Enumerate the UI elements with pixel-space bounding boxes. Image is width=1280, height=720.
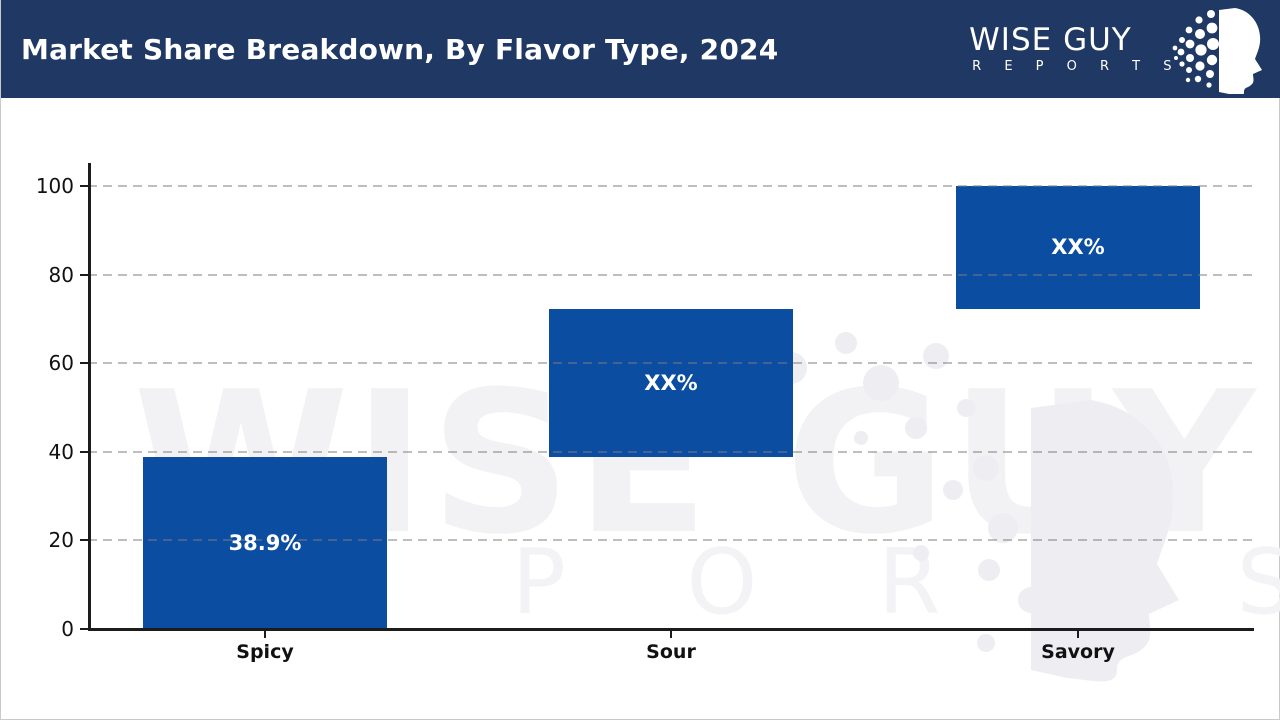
gridline-20 <box>88 539 1254 542</box>
y-tick-label-0: 0 <box>61 617 74 641</box>
y-tick-label-60: 60 <box>48 351 74 376</box>
y-tick-label-100: 100 <box>35 174 74 198</box>
y-tick-label-40: 40 <box>48 439 74 464</box>
logo-wordmark: WISE GUY <box>969 22 1132 59</box>
y-tick-40 <box>80 450 88 453</box>
y-tick-60 <box>80 362 88 365</box>
x-axis-label-sour: Sour <box>646 641 696 663</box>
x-axis-line <box>88 628 1254 631</box>
bar-value-label-sour: XX% <box>644 370 698 395</box>
x-tick-sour <box>670 630 672 638</box>
y-axis-line <box>88 163 91 631</box>
logo-reports-text: R E P O R T S <box>972 58 1181 74</box>
x-axis-label-savory: Savory <box>1041 641 1115 663</box>
header-bar: Market Share Breakdown, By Flavor Type, … <box>1 0 1280 98</box>
gridline-100 <box>88 185 1254 187</box>
x-axis-label-spicy: Spicy <box>236 641 294 663</box>
page-title: Market Share Breakdown, By Flavor Type, … <box>21 32 779 66</box>
y-tick-100 <box>80 185 88 187</box>
bar-value-label-savory: XX% <box>1051 235 1105 260</box>
y-tick-20 <box>80 539 88 542</box>
gridline-40 <box>88 450 1254 453</box>
x-tick-savory <box>1077 630 1079 638</box>
face-profile-icon <box>1172 8 1262 94</box>
gridline-80 <box>88 273 1254 276</box>
bar-sour <box>549 308 793 457</box>
wiseguy-logo: WISE GUY R E P O R T S <box>969 4 1263 94</box>
bar-value-label-spicy: 38.9% <box>228 530 302 555</box>
bar-spicy <box>143 456 387 629</box>
chart-area: WISE GUY R E P O R T S 0 20 40 60 80 100 38.9%… <box>1 98 1280 710</box>
gridline-60 <box>88 362 1254 365</box>
y-tick-80 <box>80 273 88 276</box>
x-tick-spicy <box>264 630 266 638</box>
y-tick-label-20: 20 <box>48 528 74 553</box>
y-tick-0 <box>80 628 88 630</box>
y-tick-label-80: 80 <box>48 262 74 287</box>
bar-savory <box>956 186 1200 309</box>
